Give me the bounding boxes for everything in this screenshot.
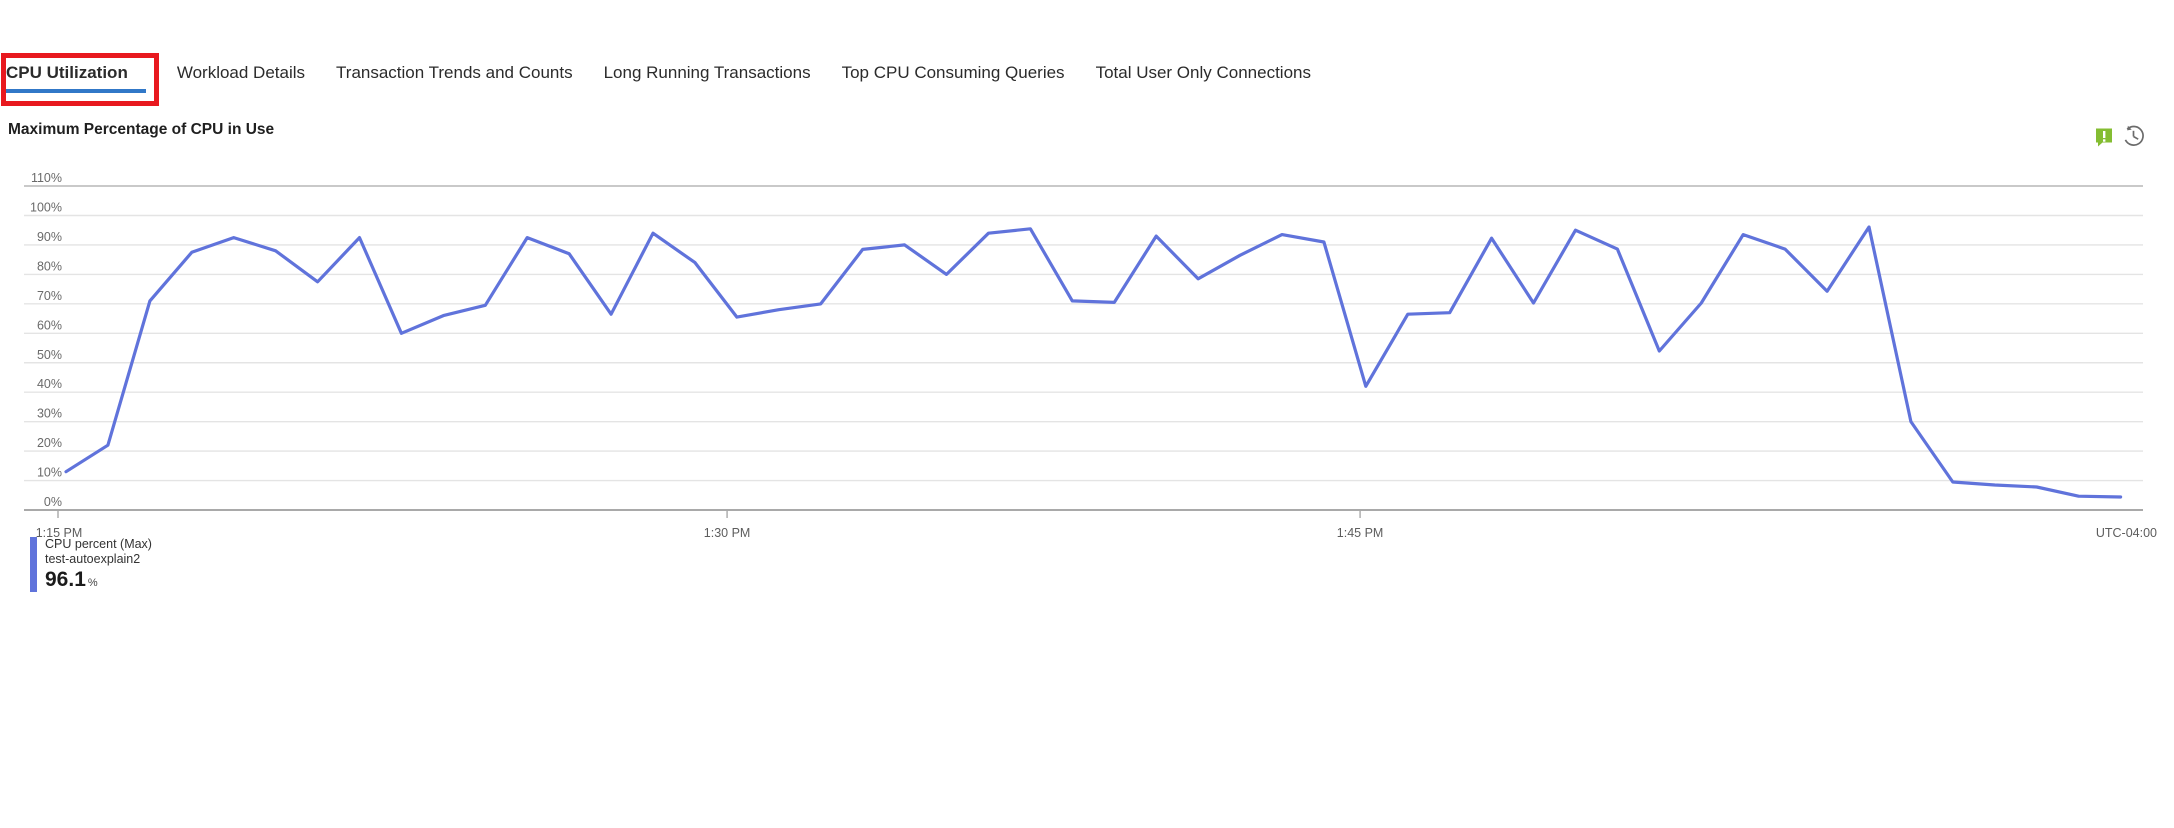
legend-resource-name: test-autoexplain2 (45, 552, 141, 566)
tab-total-user-only-connections[interactable]: Total User Only Connections (1095, 63, 1311, 82)
svg-text:60%: 60% (37, 318, 62, 332)
legend-unit: % (87, 577, 98, 589)
svg-text:UTC-04:00: UTC-04:00 (2096, 526, 2157, 540)
svg-text:1:15 PM: 1:15 PM (36, 526, 83, 540)
svg-text:10%: 10% (37, 466, 62, 480)
legend-max-value: 96.1 (45, 568, 86, 591)
svg-text:30%: 30% (37, 407, 62, 421)
svg-text:1:30 PM: 1:30 PM (704, 526, 751, 540)
feedback-icon[interactable] (2094, 127, 2114, 147)
svg-text:70%: 70% (37, 289, 62, 303)
svg-text:20%: 20% (37, 436, 62, 450)
time-history-icon[interactable] (2121, 124, 2146, 149)
svg-text:100%: 100% (30, 201, 62, 215)
chart-title: Maximum Percentage of CPU in Use (8, 121, 275, 138)
legend-color-bar (30, 537, 37, 592)
tab-bar: CPU Utilization Workload Details Transacti… (1, 53, 1311, 106)
tab-transaction-trends-and-counts[interactable]: Transaction Trends and Counts (336, 63, 573, 82)
legend-item[interactable]: CPU percent (Max) test-autoexplain2 96.1… (30, 537, 152, 592)
svg-text:40%: 40% (37, 377, 62, 391)
svg-text:80%: 80% (37, 259, 62, 273)
svg-text:90%: 90% (37, 230, 62, 244)
tab-cpu-utilization[interactable]: CPU Utilization (1, 53, 159, 106)
svg-text:110%: 110% (31, 171, 62, 185)
svg-text:1:45 PM: 1:45 PM (1337, 526, 1384, 540)
svg-text:0%: 0% (44, 495, 62, 509)
tab-top-cpu-consuming-queries[interactable]: Top CPU Consuming Queries (841, 63, 1065, 82)
tab-workload-details[interactable]: Workload Details (176, 63, 306, 82)
tab-long-running-transactions[interactable]: Long Running Transactions (603, 63, 811, 82)
svg-text:50%: 50% (37, 348, 62, 362)
legend-metric-name: CPU percent (Max) (45, 537, 152, 551)
